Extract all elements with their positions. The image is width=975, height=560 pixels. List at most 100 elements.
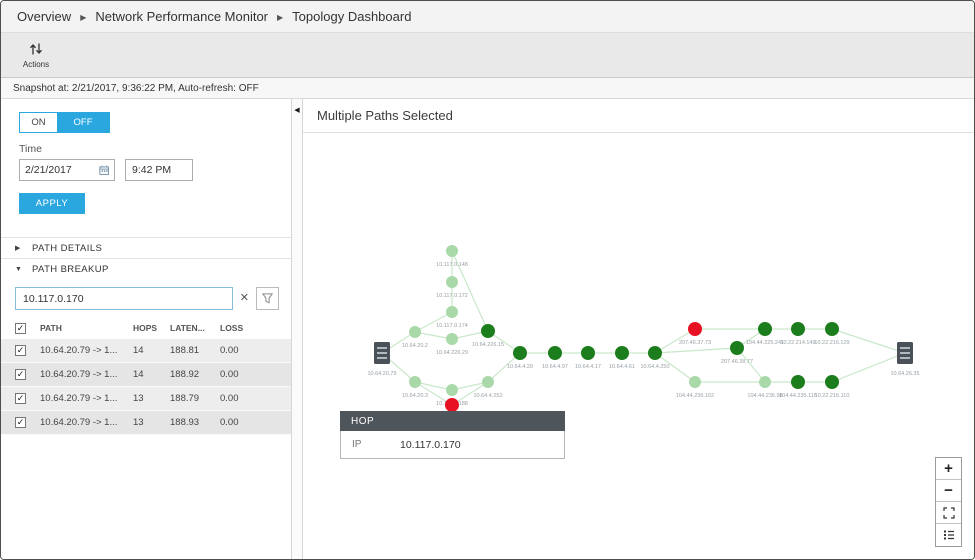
topology-node-healthy[interactable] xyxy=(548,346,562,360)
hop-ip-label: IP xyxy=(352,439,362,450)
zoom-out-button[interactable]: − xyxy=(936,480,961,502)
fit-to-screen-icon xyxy=(942,506,955,519)
breadcrumb-separator-icon: ▶ xyxy=(277,12,284,22)
zoom-in-button[interactable]: + xyxy=(936,458,961,480)
topology-edge xyxy=(831,328,906,354)
header-hops: HOPS xyxy=(133,323,158,333)
date-input[interactable] xyxy=(25,164,99,176)
topology-node-unmonitored[interactable] xyxy=(446,276,458,288)
row-checkbox[interactable]: ✓ xyxy=(15,345,26,356)
topology-node-healthy[interactable] xyxy=(513,346,527,360)
sidebar-sections: ▶ PATH DETAILS ▼ PATH BREAKUP ✕ xyxy=(1,237,291,435)
topology-node-healthy[interactable] xyxy=(481,324,495,338)
topology-edge xyxy=(831,352,906,383)
node-label: 10.64.4.61 xyxy=(609,364,635,370)
hops-cell: 13 xyxy=(133,393,144,404)
topology-node-healthy[interactable] xyxy=(615,346,629,360)
calendar-icon[interactable] xyxy=(98,164,110,176)
server-node-icon[interactable] xyxy=(374,342,390,364)
node-label: 10.64.4.250 xyxy=(640,364,669,370)
panel-divider: ◀ xyxy=(291,99,303,559)
hop-tooltip-title: HOP xyxy=(340,411,565,431)
topology-node-unmonitored[interactable] xyxy=(689,376,701,388)
breadcrumb-item-overview[interactable]: Overview xyxy=(17,9,72,24)
topology-edge xyxy=(414,381,453,406)
table-row[interactable]: ✓ 10.64.20.79 -> 1... 13 188.79 0.00 xyxy=(1,387,291,411)
node-label: 10.64.4.17 xyxy=(575,364,601,370)
actions-toolbar: Actions xyxy=(1,32,974,78)
topology-node-healthy[interactable] xyxy=(825,375,839,389)
topology-node-unmonitored[interactable] xyxy=(759,376,771,388)
table-row[interactable]: ✓ 10.64.20.79 -> 1... 14 188.81 0.00 xyxy=(1,339,291,363)
node-label: 10.22.216.129 xyxy=(814,340,849,346)
node-label: 10.64.226.29 xyxy=(436,350,468,356)
topology-graph-area[interactable]: 10.64.20.79 10.117.0.148 10.117.0.172 10.11… xyxy=(303,134,974,559)
breadcrumb: Overview ▶ Network Performance Monitor ▶… xyxy=(1,1,974,32)
topology-node-unmonitored[interactable] xyxy=(446,384,458,396)
filter-button[interactable] xyxy=(256,287,279,310)
legend-button[interactable] xyxy=(936,524,961,546)
section-path-breakup[interactable]: ▼ PATH BREAKUP xyxy=(1,258,291,279)
filter-funnel-icon xyxy=(261,293,274,304)
topology-node-unmonitored[interactable] xyxy=(409,326,421,338)
content-area: ON OFF Time xyxy=(1,99,974,559)
apply-button[interactable]: APPLY xyxy=(19,193,85,214)
topology-node-unhealthy[interactable] xyxy=(445,398,459,412)
table-row[interactable]: ✓ 10.64.20.79 -> 1... 14 188.92 0.00 xyxy=(1,363,291,387)
header-checkbox[interactable]: ✓ xyxy=(15,322,26,334)
topology-node-unmonitored[interactable] xyxy=(482,376,494,388)
actions-sort-icon xyxy=(30,43,42,55)
legend-icon xyxy=(943,530,954,540)
node-label: 10.64.4.252 xyxy=(473,393,502,399)
toggle-off-button[interactable]: OFF xyxy=(57,113,109,132)
hops-cell: 13 xyxy=(133,417,144,428)
table-row[interactable]: ✓ 10.64.20.79 -> 1... 13 188.93 0.00 xyxy=(1,411,291,435)
hop-tooltip: HOP IP 10.117.0.170 xyxy=(340,411,565,459)
collapse-panel-icon[interactable]: ◀ xyxy=(294,107,300,114)
topology-panel: Multiple Paths Selected 10.64.20.79 10.11… xyxy=(303,99,974,559)
actions-label: Actions xyxy=(22,60,50,69)
time-input[interactable] xyxy=(125,159,193,181)
topology-node-unmonitored[interactable] xyxy=(446,306,458,318)
node-label: 207.46.38.77 xyxy=(721,359,753,365)
topology-edge xyxy=(654,347,738,354)
loss-cell: 0.00 xyxy=(220,345,239,356)
hops-cell: 14 xyxy=(133,345,144,356)
row-checkbox[interactable]: ✓ xyxy=(15,393,26,404)
topology-node-unmonitored[interactable] xyxy=(446,333,458,345)
row-checkbox[interactable]: ✓ xyxy=(15,369,26,380)
fit-to-screen-button[interactable] xyxy=(936,502,961,524)
topology-node-healthy[interactable] xyxy=(730,341,744,355)
server-node-icon[interactable] xyxy=(897,342,913,364)
clear-search-icon[interactable]: ✕ xyxy=(239,292,249,304)
node-label: 10.64.20.3 xyxy=(402,393,428,399)
toggle-on-button[interactable]: ON xyxy=(20,113,57,132)
breadcrumb-item-npm[interactable]: Network Performance Monitor xyxy=(95,9,269,24)
topology-node-healthy[interactable] xyxy=(648,346,662,360)
breadcrumb-item-topology-dashboard: Topology Dashboard xyxy=(292,9,412,24)
path-search-input[interactable] xyxy=(15,287,233,310)
topology-node-healthy[interactable] xyxy=(791,375,805,389)
latency-cell: 188.79 xyxy=(170,393,200,404)
node-label: 10.64.4.29 xyxy=(507,364,533,370)
topology-edge xyxy=(451,381,489,391)
topology-node-unhealthy[interactable] xyxy=(688,322,702,336)
section-path-details[interactable]: ▶ PATH DETAILS xyxy=(1,237,291,258)
header-path: PATH xyxy=(40,323,62,333)
topology-edge xyxy=(451,381,489,406)
topology-edge xyxy=(414,331,453,340)
topology-node-healthy[interactable] xyxy=(825,322,839,336)
topology-node-unmonitored[interactable] xyxy=(409,376,421,388)
actions-button[interactable]: Actions xyxy=(13,33,59,77)
topology-edge xyxy=(414,311,453,333)
topology-node-healthy[interactable] xyxy=(758,322,772,336)
path-table-body: ✓ 10.64.20.79 -> 1... 14 188.81 0.00 ✓ 10.64.2… xyxy=(1,339,291,435)
topology-node-healthy[interactable] xyxy=(581,346,595,360)
row-checkbox[interactable]: ✓ xyxy=(15,417,26,428)
latency-cell: 188.92 xyxy=(170,369,200,380)
hop-tooltip-body: IP 10.117.0.170 xyxy=(340,431,565,459)
topology-node-healthy[interactable] xyxy=(791,322,805,336)
topology-node-unmonitored[interactable] xyxy=(446,245,458,257)
path-table-header: ✓ PATH HOPS LATEN... LOSS xyxy=(1,317,291,339)
date-field xyxy=(19,159,115,181)
